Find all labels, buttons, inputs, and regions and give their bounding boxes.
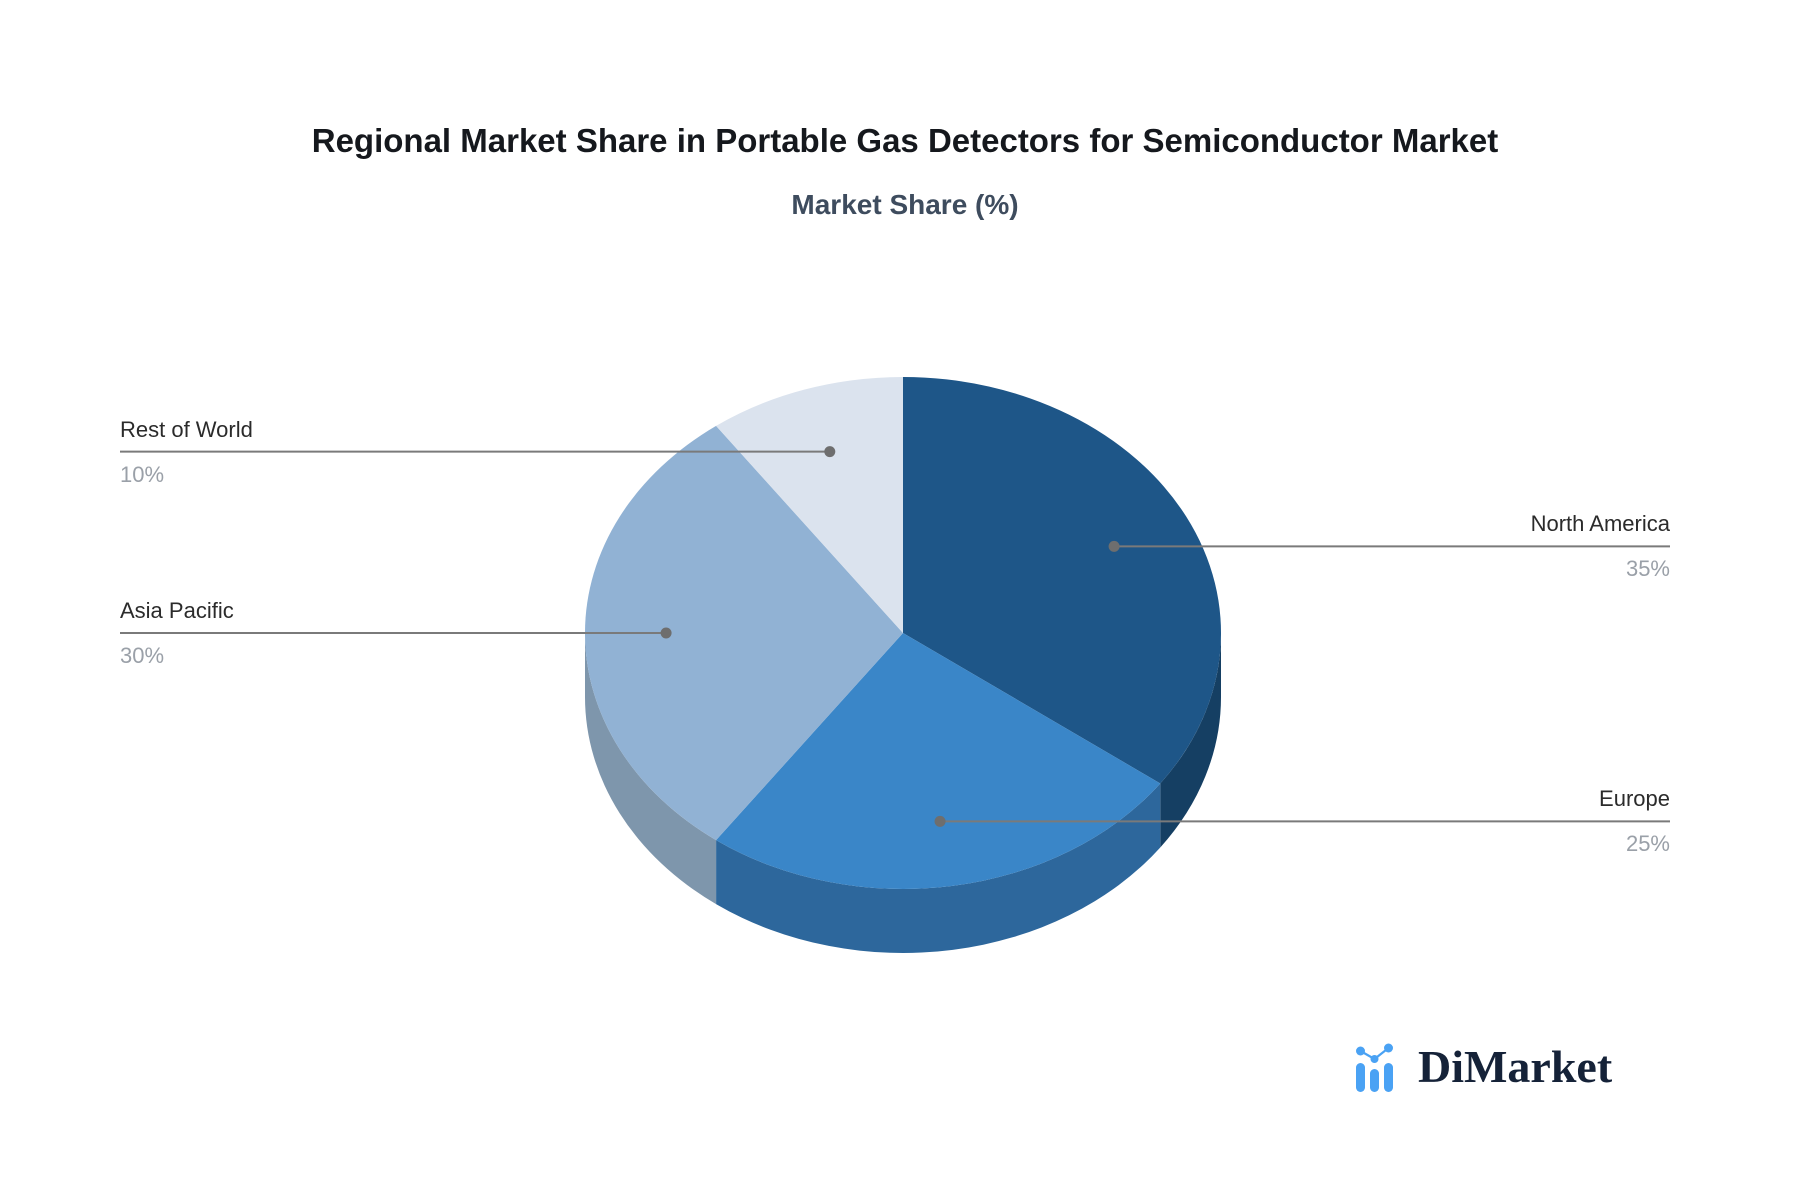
slice-value-rest-of-world: 10% [120,461,165,487]
leader-dot-europe [934,815,946,827]
callout-spacer [1531,536,1670,557]
callout-europe: Europe 25% [1599,787,1670,856]
pie-slice-side-asia-pacific [585,633,717,905]
pie-slice-north-america [903,377,1221,784]
pie-slice-rest-of-world [716,377,903,633]
slice-value-asia-pacific: 30% [120,643,165,668]
leader-dot-asia-pacific [660,627,672,639]
pie-slice-europe [716,633,1161,889]
callout-rest-of-world: Rest of World 10% [120,416,253,487]
logo-text: DiMarket [1418,1041,1613,1092]
leader-dot-north-america [1108,540,1120,552]
slice-label-north-america: North America [1530,511,1670,537]
callout-spacer [1599,811,1670,832]
slice-value-europe: 25% [1625,831,1670,857]
pie-slice-asia-pacific [584,425,903,841]
chart-subtitle: Market Share (%) [791,189,1019,220]
dimarket-logo[interactable]: DiMarket [1352,1038,1612,1096]
chart-title: Regional Market Share in Portable Gas De… [311,122,1499,159]
slice-value-north-america: 35% [1625,556,1670,582]
pie-slice-side-europe [716,783,1161,953]
slice-label-rest-of-world: Rest of World [120,416,253,442]
callout-spacer [120,623,234,644]
callout-spacer [120,442,253,463]
slice-label-europe: Europe [1599,786,1670,812]
callout-north-america: North America 35% [1531,512,1670,581]
callout-asia-pacific: Asia Pacific 30% [120,599,234,668]
bar-line-chart-icon [1356,1043,1393,1092]
pie-slice-side-north-america [1160,633,1221,848]
leader-dot-rest-of-world [824,446,836,458]
slice-label-asia-pacific: Asia Pacific [120,598,234,623]
